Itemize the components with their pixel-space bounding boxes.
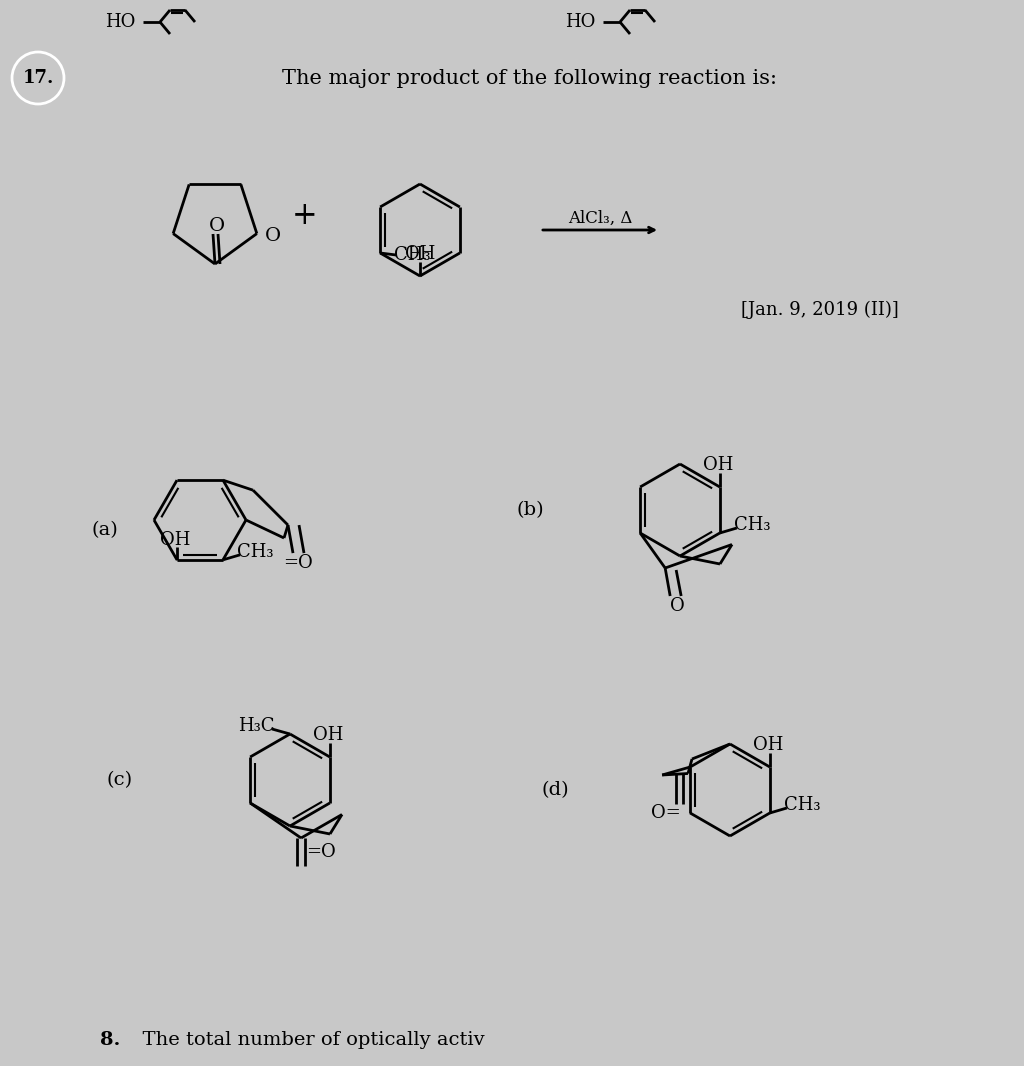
Text: =O: =O	[283, 554, 313, 572]
Text: O=: O=	[651, 805, 681, 823]
Text: OH: OH	[753, 736, 783, 754]
Text: O: O	[670, 597, 684, 615]
Text: [Jan. 9, 2019 (II)]: [Jan. 9, 2019 (II)]	[741, 301, 899, 319]
Text: (b): (b)	[516, 501, 544, 519]
Text: 8.: 8.	[100, 1031, 121, 1049]
Text: +: +	[292, 199, 317, 230]
Text: H₃C: H₃C	[238, 717, 274, 734]
Text: HO: HO	[565, 13, 595, 31]
Text: CH₃: CH₃	[733, 516, 770, 534]
Text: AlCl₃, Δ: AlCl₃, Δ	[568, 210, 632, 226]
Text: OH: OH	[160, 531, 190, 549]
Text: OH: OH	[404, 245, 435, 263]
Text: OH: OH	[702, 456, 733, 474]
Text: (a): (a)	[91, 521, 119, 539]
Text: CH₃: CH₃	[237, 543, 273, 561]
Text: O: O	[209, 217, 225, 235]
Text: HO: HO	[104, 13, 135, 31]
Text: 17.: 17.	[23, 69, 53, 87]
Text: O: O	[265, 227, 281, 244]
Text: CH₃: CH₃	[394, 246, 430, 264]
Text: =O: =O	[306, 843, 336, 861]
Text: The major product of the following reaction is:: The major product of the following react…	[283, 68, 777, 87]
Text: (d): (d)	[542, 781, 568, 800]
Text: The total number of optically activ: The total number of optically activ	[130, 1031, 484, 1049]
Text: OH: OH	[312, 726, 343, 744]
Text: (c): (c)	[106, 771, 133, 789]
Text: CH₃: CH₃	[783, 796, 820, 814]
